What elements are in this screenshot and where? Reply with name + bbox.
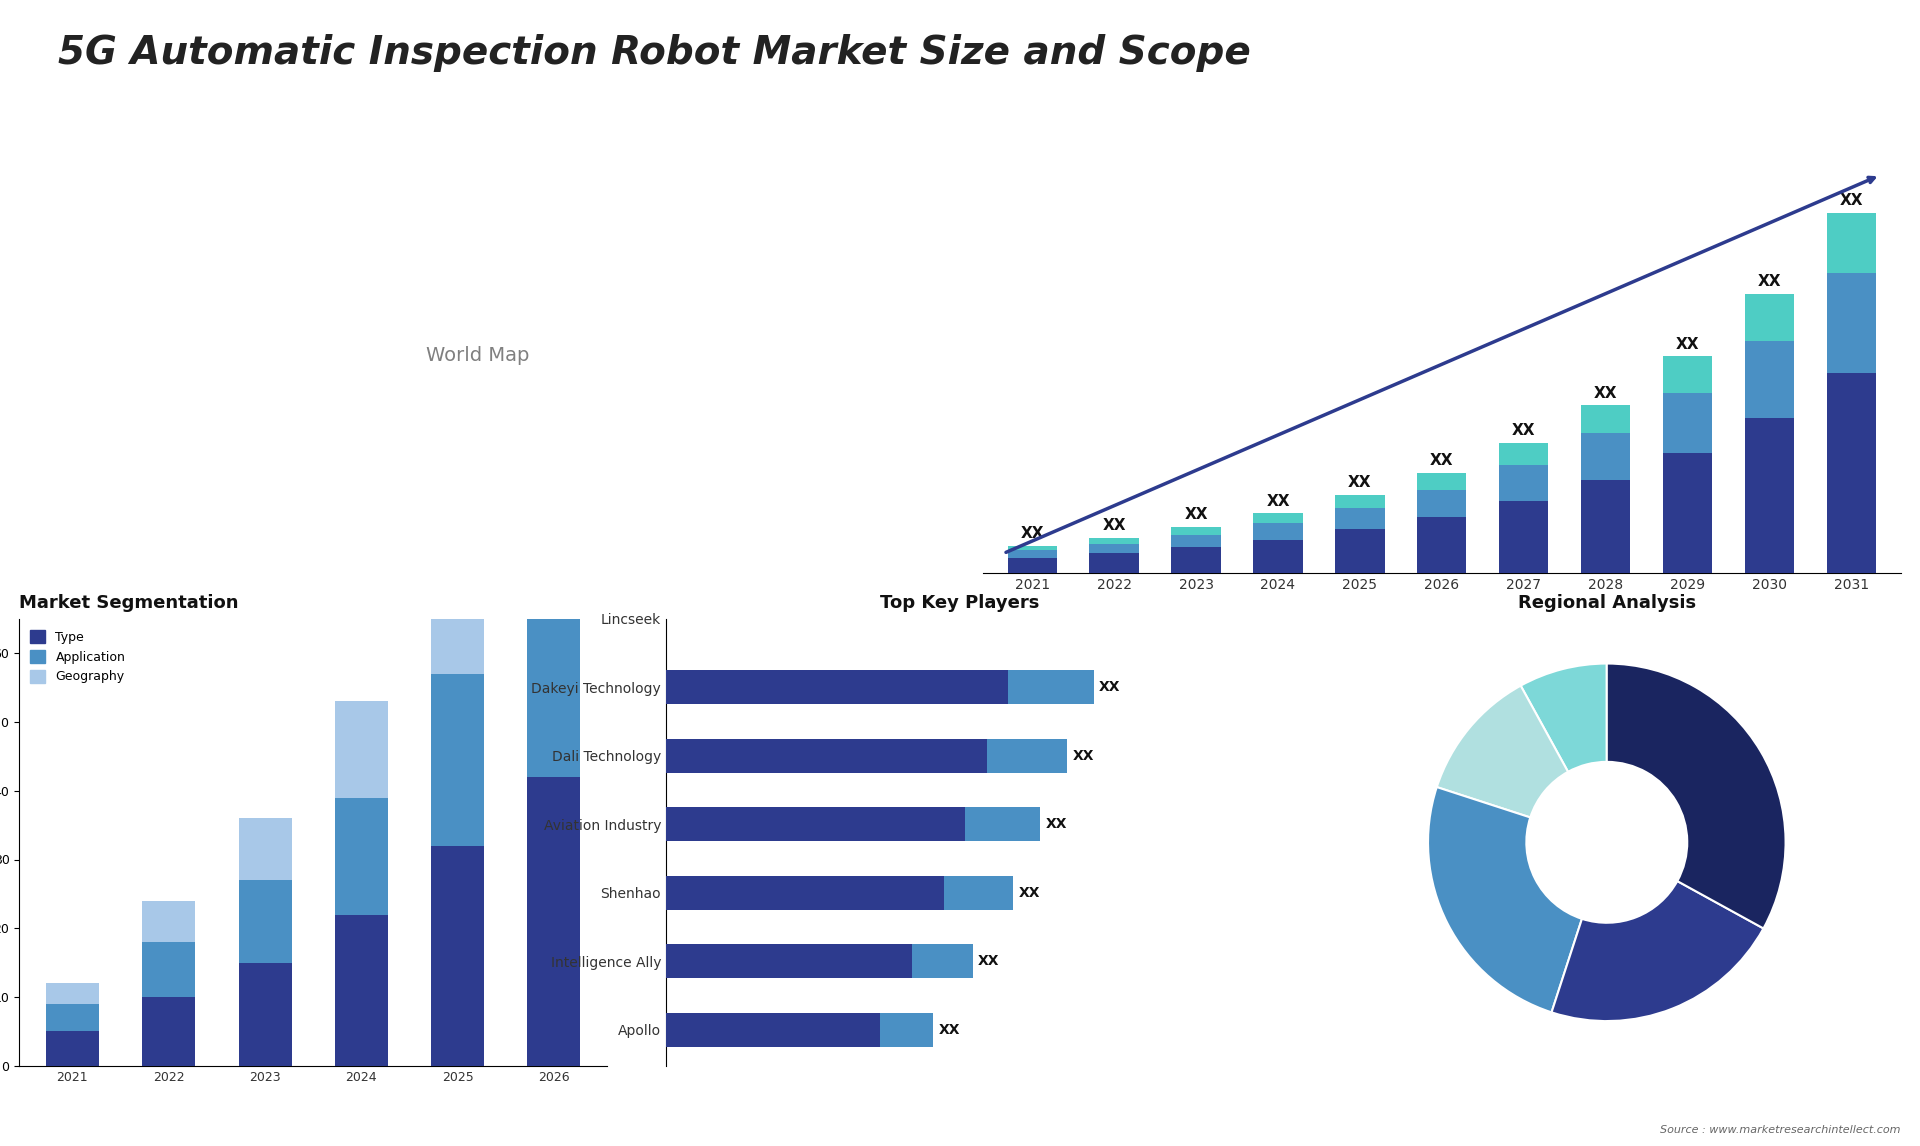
Bar xyxy=(1008,545,1056,550)
Bar xyxy=(1500,501,1548,573)
Bar xyxy=(879,1013,933,1047)
Bar xyxy=(1254,513,1302,524)
Bar xyxy=(238,880,292,963)
Bar xyxy=(528,777,580,1066)
Text: Source : www.marketresearchintellect.com: Source : www.marketresearchintellect.com xyxy=(1661,1124,1901,1135)
Bar xyxy=(528,543,580,777)
Bar xyxy=(46,983,100,1004)
Text: XX: XX xyxy=(1839,194,1864,209)
Text: Market Segmentation: Market Segmentation xyxy=(19,594,238,612)
Bar xyxy=(142,997,196,1066)
Bar xyxy=(945,876,1014,910)
Bar xyxy=(912,944,973,979)
Bar xyxy=(666,807,966,841)
Bar xyxy=(142,942,196,997)
Bar xyxy=(334,701,388,798)
Wedge shape xyxy=(1521,664,1607,771)
Bar xyxy=(1171,548,1221,573)
Bar xyxy=(666,739,987,772)
Bar xyxy=(142,901,196,942)
Bar xyxy=(1008,558,1056,573)
Bar xyxy=(666,876,945,910)
Legend: Type, Application, Geography: Type, Application, Geography xyxy=(25,625,131,689)
Bar xyxy=(1500,465,1548,501)
Bar xyxy=(1745,418,1795,573)
Bar xyxy=(1334,495,1384,508)
Bar xyxy=(1417,517,1467,573)
Title: Regional Analysis: Regional Analysis xyxy=(1517,594,1695,612)
Bar xyxy=(1171,535,1221,548)
Bar xyxy=(1582,433,1630,480)
Bar xyxy=(1663,393,1713,453)
Text: XX: XX xyxy=(1430,453,1453,469)
Text: XX: XX xyxy=(1676,337,1699,352)
Bar xyxy=(1663,453,1713,573)
Wedge shape xyxy=(1428,787,1582,1012)
Text: XX: XX xyxy=(1265,494,1290,509)
Bar xyxy=(1171,527,1221,535)
Bar xyxy=(432,846,484,1066)
Bar xyxy=(1254,524,1302,540)
Bar xyxy=(1828,213,1876,273)
Bar xyxy=(1008,670,1094,705)
Text: XX: XX xyxy=(939,1023,960,1037)
Bar xyxy=(238,818,292,880)
Text: XX: XX xyxy=(1185,508,1208,523)
Bar xyxy=(1663,356,1713,393)
Text: XX: XX xyxy=(1348,476,1371,490)
Text: XX: XX xyxy=(1759,274,1782,289)
Bar xyxy=(1417,473,1467,489)
Bar xyxy=(1089,543,1139,554)
Bar xyxy=(1008,550,1056,558)
Bar xyxy=(46,1004,100,1031)
Text: XX: XX xyxy=(1071,748,1094,763)
Bar xyxy=(1089,537,1139,543)
Bar xyxy=(1254,540,1302,573)
Bar xyxy=(966,807,1041,841)
Bar xyxy=(334,798,388,915)
Text: XX: XX xyxy=(1513,424,1536,439)
Bar xyxy=(238,963,292,1066)
Bar xyxy=(1089,554,1139,573)
Bar xyxy=(46,1031,100,1066)
Bar xyxy=(1417,489,1467,517)
Text: World Map: World Map xyxy=(426,346,530,364)
Bar xyxy=(1334,508,1384,529)
Text: XX: XX xyxy=(1098,681,1121,694)
Text: XX: XX xyxy=(1020,526,1044,541)
Text: XX: XX xyxy=(1594,385,1617,401)
Bar xyxy=(528,358,580,543)
Wedge shape xyxy=(1551,881,1763,1021)
Bar xyxy=(1334,529,1384,573)
Bar xyxy=(666,1013,879,1047)
Text: XX: XX xyxy=(977,955,1000,968)
Text: XX: XX xyxy=(1046,817,1068,831)
Title: Top Key Players: Top Key Players xyxy=(879,594,1041,612)
Bar xyxy=(1745,340,1795,418)
Bar xyxy=(1828,273,1876,374)
Text: 5G Automatic Inspection Robot Market Size and Scope: 5G Automatic Inspection Robot Market Siz… xyxy=(58,34,1250,72)
Bar xyxy=(1745,293,1795,340)
Bar xyxy=(666,944,912,979)
Text: XX: XX xyxy=(1020,886,1041,900)
Bar xyxy=(1500,444,1548,465)
Bar xyxy=(432,536,484,674)
Bar xyxy=(1582,480,1630,573)
Bar xyxy=(1828,374,1876,573)
Text: XX: XX xyxy=(1102,518,1125,533)
Bar xyxy=(1582,405,1630,433)
Bar xyxy=(666,670,1008,705)
Bar xyxy=(432,674,484,846)
Wedge shape xyxy=(1607,664,1786,928)
Bar xyxy=(987,739,1068,772)
Bar xyxy=(334,915,388,1066)
Wedge shape xyxy=(1436,685,1569,817)
